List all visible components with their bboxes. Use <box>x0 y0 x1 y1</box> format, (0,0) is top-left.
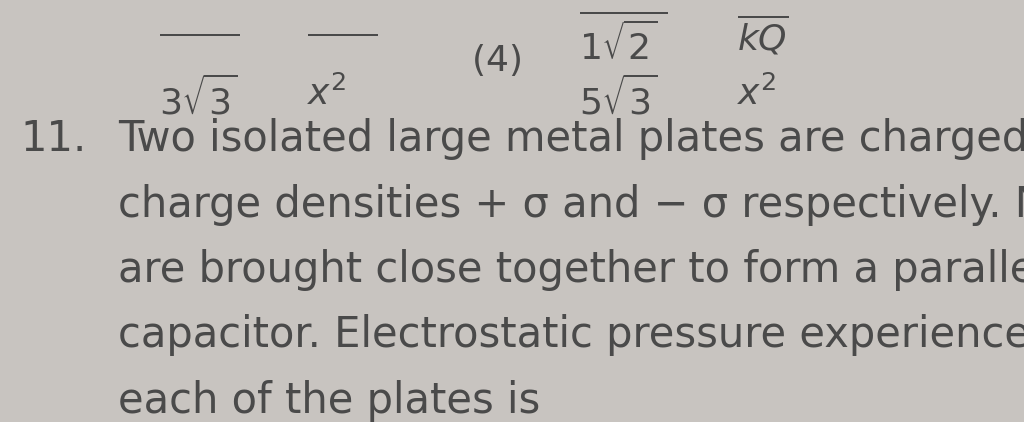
Text: $\overline{\;\;\;\;\;\;\;\;}$: $\overline{\;\;\;\;\;\;\;\;}$ <box>159 13 239 47</box>
Text: are brought close together to form a parallel plate: are brought close together to form a par… <box>118 249 1024 291</box>
Text: $5\sqrt{3}$: $5\sqrt{3}$ <box>579 76 657 121</box>
Text: $\overline{kQ}$: $\overline{kQ}$ <box>737 13 788 57</box>
Text: Two isolated large metal plates are charged to: Two isolated large metal plates are char… <box>118 118 1024 160</box>
Text: 11.: 11. <box>20 118 87 160</box>
Text: each of the plates is: each of the plates is <box>118 380 540 422</box>
Text: $\overline{\;\;\;\;\;\;\;}$: $\overline{\;\;\;\;\;\;\;}$ <box>307 13 378 47</box>
Text: capacitor. Electrostatic pressure experienced by: capacitor. Electrostatic pressure experi… <box>118 314 1024 357</box>
Text: $3\sqrt{3}$: $3\sqrt{3}$ <box>159 76 238 121</box>
Text: $\overline{1\sqrt{2}\;}$: $\overline{1\sqrt{2}\;}$ <box>579 13 667 67</box>
Text: $x^2$: $x^2$ <box>737 76 777 112</box>
Text: $(4)$: $(4)$ <box>471 42 521 78</box>
Text: charge densities + σ and − σ respectively. Now they: charge densities + σ and − σ respectivel… <box>118 184 1024 226</box>
Text: $x^2$: $x^2$ <box>307 76 347 112</box>
